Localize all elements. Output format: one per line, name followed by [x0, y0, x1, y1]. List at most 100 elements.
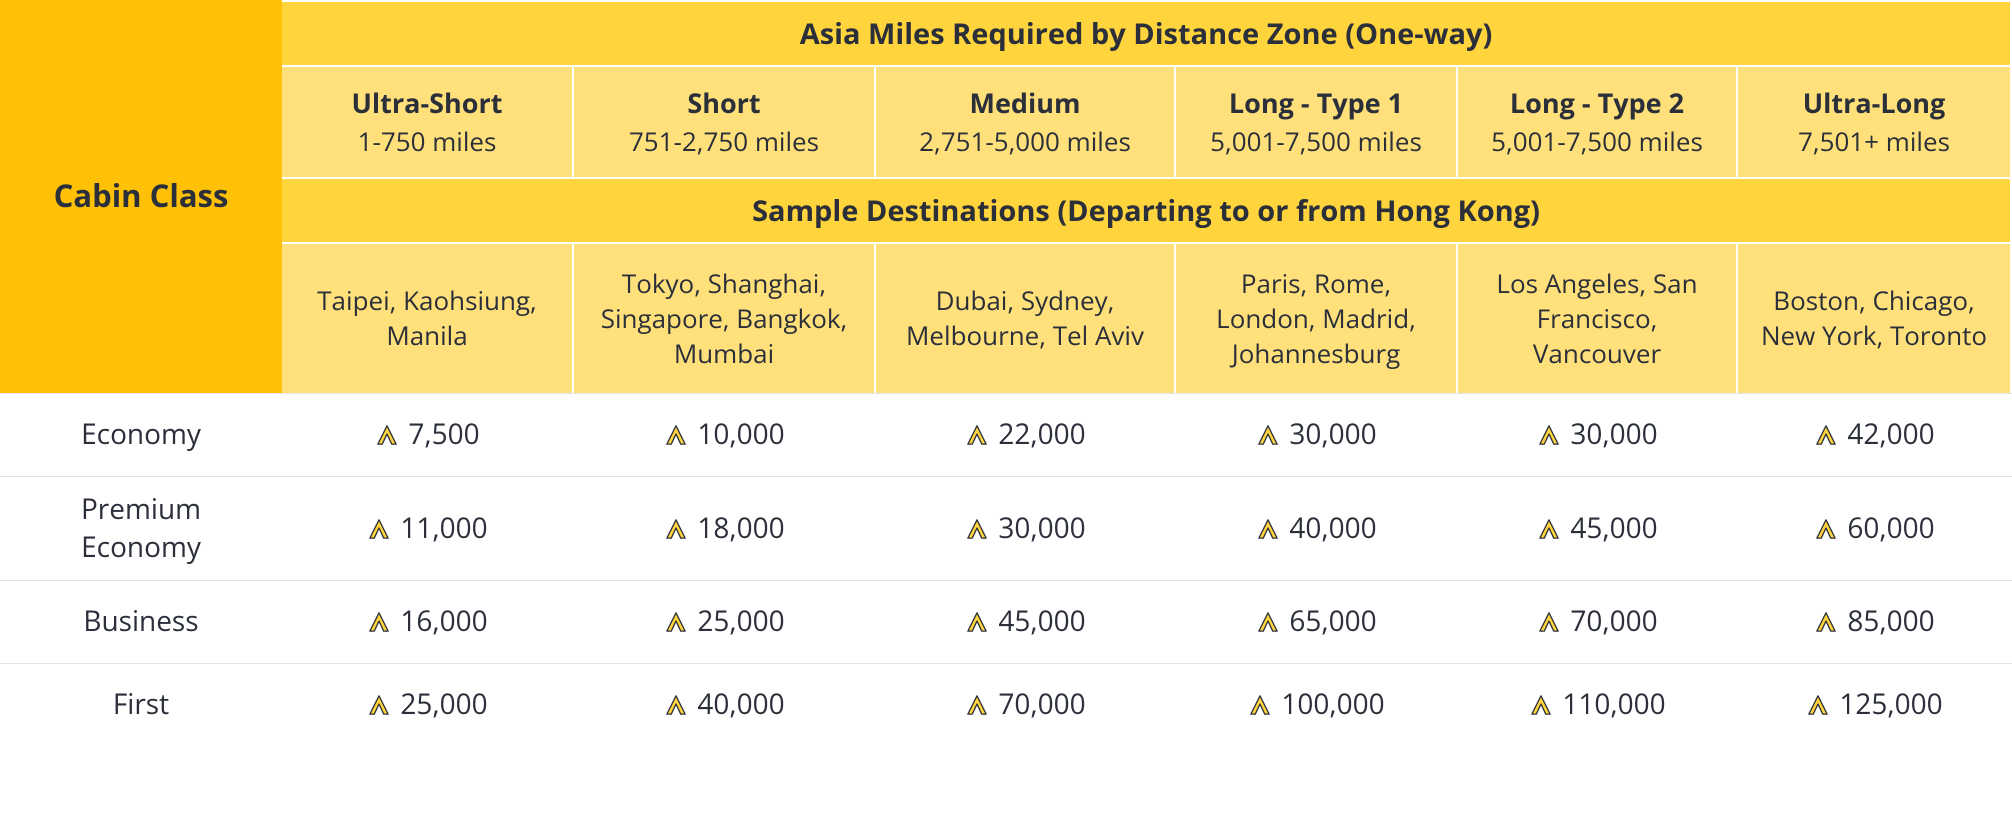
miles-value: 45,000	[1570, 510, 1657, 548]
asia-miles-icon	[1807, 694, 1829, 716]
cabin-row-label: Business	[0, 580, 282, 663]
miles-cell: 100,000	[1176, 663, 1458, 746]
miles-value: 125,000	[1839, 686, 1942, 724]
zone-name: Long - Type 1	[1229, 85, 1403, 121]
miles-cell: 30,000	[1458, 393, 1738, 476]
zone-range: 5,001-7,500 miles	[1210, 124, 1422, 159]
asia-miles-icon	[368, 694, 390, 716]
asia-miles-award-chart: Cabin Class Asia Miles Required by Dista…	[0, 0, 2012, 746]
band-title-dest-text: Sample Destinations (Departing to or fro…	[752, 191, 1540, 230]
zone-header: Long - Type 25,001-7,500 miles	[1458, 65, 1738, 177]
miles-cell: 65,000	[1176, 580, 1458, 663]
asia-miles-icon	[368, 518, 390, 540]
miles-cell: 7,500	[282, 393, 574, 476]
zone-range: 2,751-5,000 miles	[919, 124, 1131, 159]
asia-miles-icon	[1538, 611, 1560, 633]
asia-miles-icon	[966, 424, 988, 446]
zone-header: Short751-2,750 miles	[574, 65, 876, 177]
cabin-label: Economy	[81, 416, 201, 454]
miles-cell: 70,000	[1458, 580, 1738, 663]
miles-value: 25,000	[697, 603, 784, 641]
miles-cell: 18,000	[574, 476, 876, 581]
zone-range: 5,001-7,500 miles	[1491, 124, 1703, 159]
zone-destinations: Tokyo, Shanghai, Singapore, Bangkok, Mum…	[574, 242, 876, 393]
asia-miles-icon	[966, 694, 988, 716]
miles-value: 30,000	[998, 510, 1085, 548]
row-header-cabin-class: Cabin Class	[0, 0, 282, 393]
miles-value: 110,000	[1562, 686, 1665, 724]
miles-value: 18,000	[697, 510, 784, 548]
zone-name: Ultra-Long	[1803, 85, 1946, 121]
miles-value: 45,000	[998, 603, 1085, 641]
miles-cell: 125,000	[1738, 663, 2012, 746]
band-title-sample-destinations: Sample Destinations (Departing to or fro…	[282, 177, 2012, 242]
miles-value: 16,000	[400, 603, 487, 641]
miles-cell: 16,000	[282, 580, 574, 663]
asia-miles-icon	[966, 611, 988, 633]
miles-value: 70,000	[1570, 603, 1657, 641]
cabin-label: Premium Economy	[46, 491, 236, 567]
miles-cell: 30,000	[1176, 393, 1458, 476]
band-title-top-text: Asia Miles Required by Distance Zone (On…	[800, 14, 1493, 53]
miles-cell: 85,000	[1738, 580, 2012, 663]
miles-cell: 40,000	[1176, 476, 1458, 581]
miles-value: 85,000	[1847, 603, 1934, 641]
miles-cell: 25,000	[574, 580, 876, 663]
miles-cell: 25,000	[282, 663, 574, 746]
zone-destinations: Paris, Rome, London, Madrid, Johannesbur…	[1176, 242, 1458, 393]
asia-miles-icon	[1538, 424, 1560, 446]
miles-value: 22,000	[998, 416, 1085, 454]
cabin-row-label: Economy	[0, 393, 282, 476]
zone-header: Medium2,751-5,000 miles	[876, 65, 1176, 177]
cabin-label: First	[113, 686, 169, 724]
row-header-label: Cabin Class	[54, 176, 229, 218]
miles-cell: 45,000	[876, 580, 1176, 663]
cabin-row-label: First	[0, 663, 282, 746]
miles-value: 40,000	[697, 686, 784, 724]
zone-header: Long - Type 15,001-7,500 miles	[1176, 65, 1458, 177]
miles-value: 65,000	[1289, 603, 1376, 641]
asia-miles-icon	[665, 694, 687, 716]
miles-value: 40,000	[1289, 510, 1376, 548]
band-title-miles-required: Asia Miles Required by Distance Zone (On…	[282, 0, 2012, 65]
asia-miles-icon	[1249, 694, 1271, 716]
asia-miles-icon	[1538, 518, 1560, 540]
miles-cell: 22,000	[876, 393, 1176, 476]
miles-cell: 42,000	[1738, 393, 2012, 476]
miles-cell: 110,000	[1458, 663, 1738, 746]
miles-value: 30,000	[1570, 416, 1657, 454]
miles-cell: 60,000	[1738, 476, 2012, 581]
miles-value: 60,000	[1847, 510, 1934, 548]
miles-value: 70,000	[998, 686, 1085, 724]
miles-cell: 11,000	[282, 476, 574, 581]
asia-miles-icon	[665, 424, 687, 446]
asia-miles-icon	[1257, 518, 1279, 540]
zone-destinations-text: Taipei, Kaohsiung, Manila	[300, 283, 554, 353]
miles-cell: 10,000	[574, 393, 876, 476]
asia-miles-icon	[1815, 611, 1837, 633]
asia-miles-icon	[665, 518, 687, 540]
zone-range: 1-750 miles	[358, 124, 497, 159]
zone-header: Ultra-Short1-750 miles	[282, 65, 574, 177]
asia-miles-icon	[665, 611, 687, 633]
asia-miles-icon	[1530, 694, 1552, 716]
zone-destinations-text: Tokyo, Shanghai, Singapore, Bangkok, Mum…	[592, 266, 856, 371]
zone-destinations: Taipei, Kaohsiung, Manila	[282, 242, 574, 393]
miles-cell: 30,000	[876, 476, 1176, 581]
miles-value: 100,000	[1281, 686, 1384, 724]
zone-destinations-text: Dubai, Sydney, Melbourne, Tel Aviv	[894, 283, 1156, 353]
zone-header: Ultra-Long7,501+ miles	[1738, 65, 2012, 177]
miles-cell: 70,000	[876, 663, 1176, 746]
zone-destinations: Dubai, Sydney, Melbourne, Tel Aviv	[876, 242, 1176, 393]
asia-miles-icon	[368, 611, 390, 633]
asia-miles-icon	[1815, 518, 1837, 540]
zone-name: Ultra-Short	[352, 85, 503, 121]
miles-value: 30,000	[1289, 416, 1376, 454]
zone-name: Short	[687, 85, 760, 121]
miles-value: 7,500	[408, 416, 479, 454]
zone-destinations: Boston, Chicago, New York, Toronto	[1738, 242, 2012, 393]
asia-miles-icon	[1815, 424, 1837, 446]
zone-range: 751-2,750 miles	[629, 124, 819, 159]
miles-value: 10,000	[697, 416, 784, 454]
zone-range: 7,501+ miles	[1798, 124, 1950, 159]
